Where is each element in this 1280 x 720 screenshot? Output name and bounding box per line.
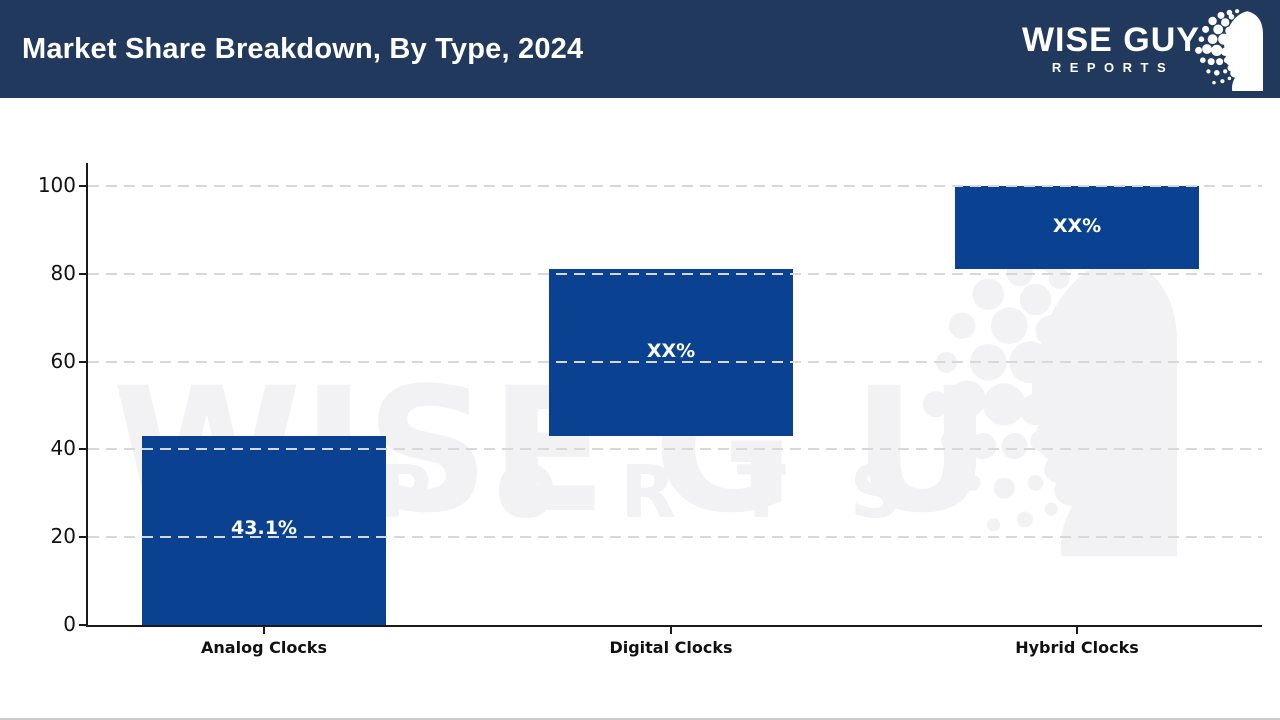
- bar-value-label-analog-clocks: 43.1%: [231, 517, 297, 540]
- dotted-head-icon: [1195, 9, 1263, 91]
- y-tick-40: [79, 448, 87, 451]
- logo-subtitle: REPORTS: [1051, 60, 1175, 75]
- x-tick-label-digital-clocks: Digital Clocks: [609, 638, 733, 657]
- bar-value-label-digital-clocks: XX%: [646, 339, 696, 362]
- gridline-80: [88, 272, 1262, 275]
- y-tick-0: [79, 624, 87, 626]
- y-tick-100: [79, 185, 87, 187]
- gridline-60: [88, 360, 1262, 363]
- page-title: Market Share Breakdown, By Type, 2024: [22, 32, 584, 65]
- y-tick-label-20: 20: [50, 524, 76, 549]
- bottom-border: [0, 718, 1280, 720]
- bar-digital-clocks: [549, 269, 793, 436]
- wise-guy-reports-logo: WISE GUY REPORTS: [1022, 7, 1270, 91]
- bar-hybrid-clocks: [955, 186, 1199, 270]
- y-tick-label-40: 40: [50, 436, 76, 461]
- x-tick-hybrid-clocks: [1076, 626, 1078, 634]
- logo-wordmark: WISE GUY: [1021, 21, 1200, 59]
- y-tick-60: [79, 360, 87, 363]
- gridline-40: [88, 448, 1262, 451]
- header-bar: Market Share Breakdown, By Type, 2024 WI…: [0, 0, 1280, 98]
- y-tick-label-100: 100: [37, 173, 76, 197]
- y-axis-spine: [86, 163, 88, 627]
- y-tick-label-0: 0: [63, 612, 76, 636]
- y-tick-label-60: 60: [50, 348, 76, 373]
- logo-text: WISE GUY REPORTS: [1022, 23, 1200, 75]
- bar-value-label-hybrid-clocks: XX%: [1052, 214, 1102, 237]
- x-axis-spine: [86, 625, 1262, 627]
- watermark-dotted-head: [922, 249, 1177, 557]
- x-tick-analog-clocks: [263, 626, 265, 634]
- gridline-20: [88, 536, 1262, 539]
- x-tick-digital-clocks: [670, 626, 672, 634]
- x-tick-label-hybrid-clocks: Hybrid Clocks: [1015, 638, 1139, 657]
- bar-analog-clocks: [142, 435, 386, 625]
- y-tick-20: [79, 536, 87, 539]
- y-tick-label-80: 80: [50, 260, 76, 285]
- x-tick-label-analog-clocks: Analog Clocks: [201, 638, 327, 657]
- y-tick-80: [79, 272, 87, 275]
- gridline-100: [88, 185, 1262, 187]
